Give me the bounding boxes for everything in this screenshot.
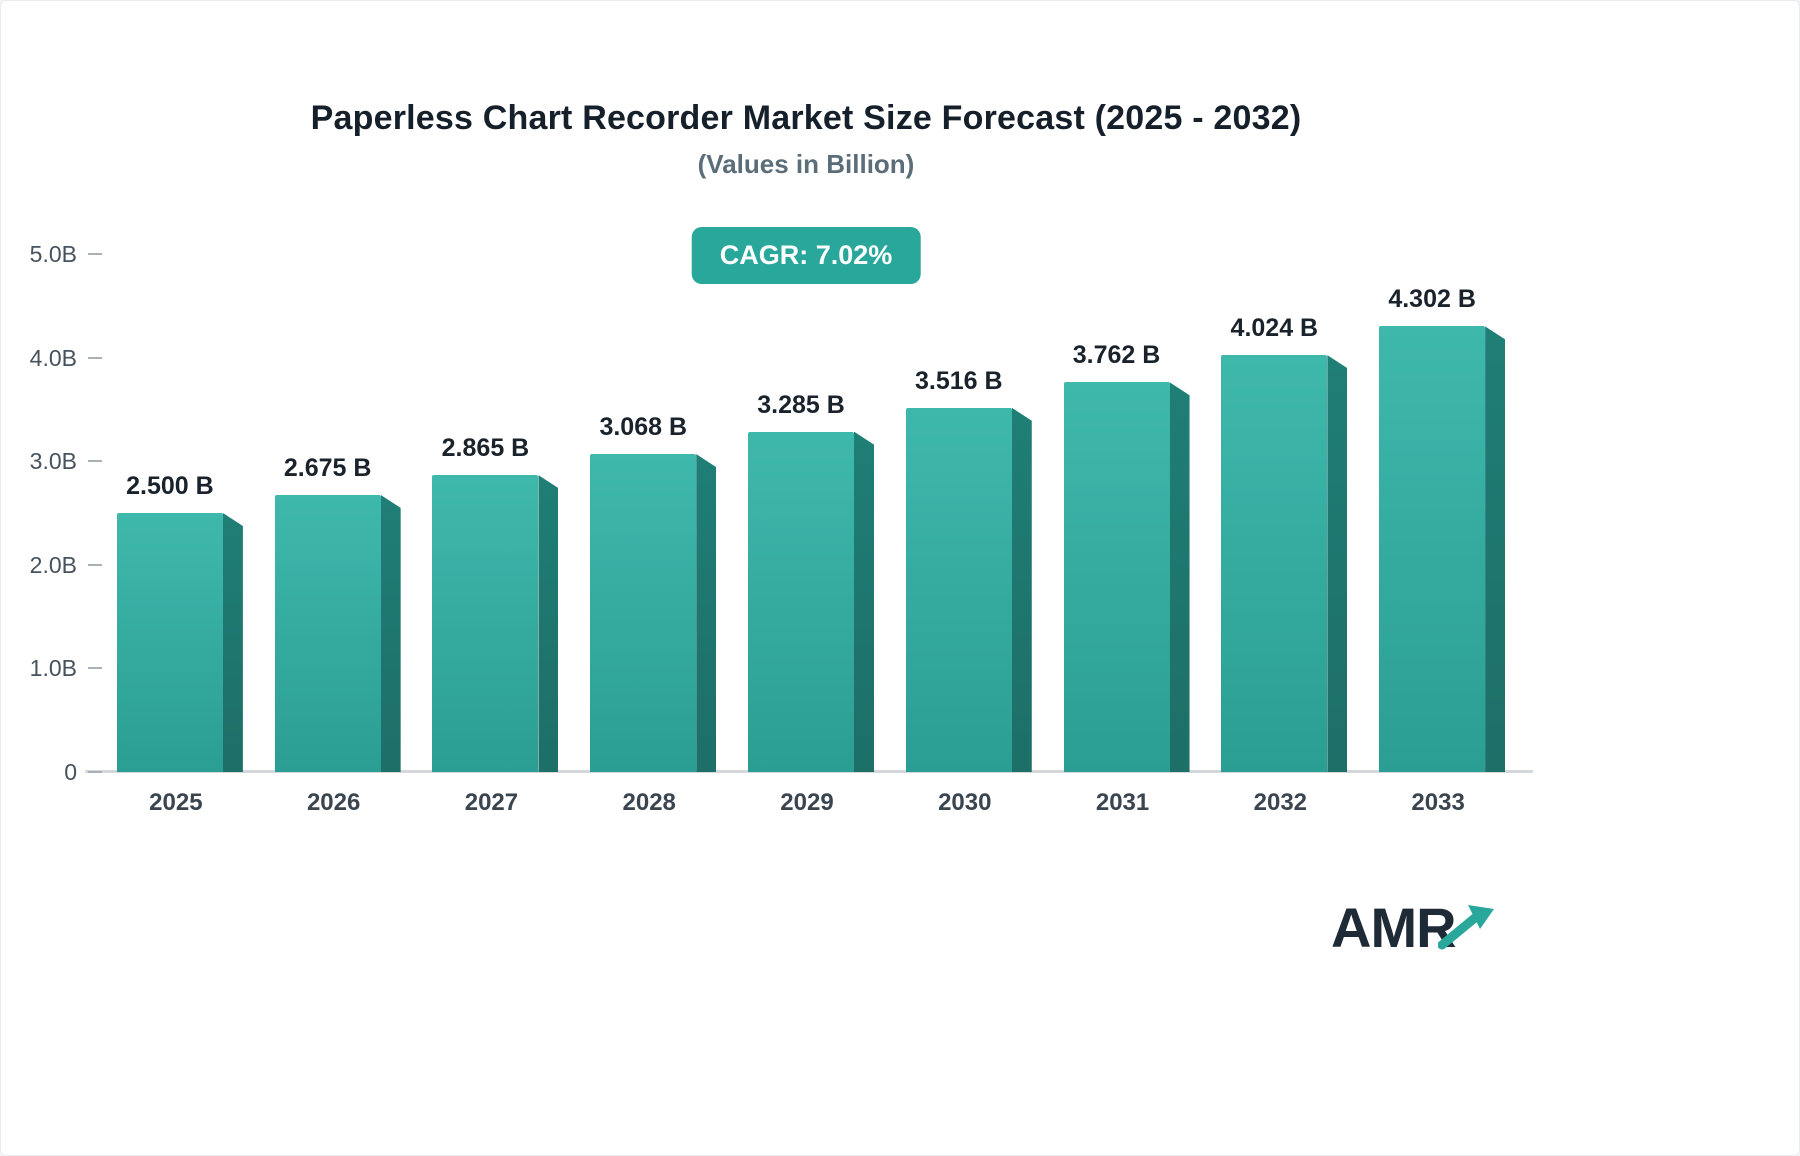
y-axis-tick-mark (88, 667, 102, 670)
bar-side-face (380, 494, 401, 772)
y-axis-tick-mark (88, 771, 102, 773)
bar-side-face (1485, 326, 1506, 772)
bar (1379, 326, 1486, 772)
y-axis-tick-mark (88, 460, 102, 463)
bar-side-face (1011, 407, 1032, 772)
bar-value-label: 2.865 B (441, 434, 530, 463)
bar-side-face (1327, 355, 1348, 772)
bar (116, 513, 223, 772)
bar-value-label: 3.762 B (1072, 341, 1161, 370)
y-axis-tick-label: 1.0B (29, 655, 77, 682)
y-axis-tick-mark (88, 356, 102, 359)
chart-subtitle: (Values in Billion) (697, 149, 915, 179)
bar (274, 494, 381, 772)
bar-side-face (222, 513, 243, 772)
x-axis-label: 2025 (149, 789, 203, 816)
chart-title: Paperless Chart Recorder Market Size For… (310, 99, 1302, 137)
y-axis-tick-label: 0 (64, 759, 77, 785)
bar (432, 475, 539, 772)
x-axis-label: 2027 (464, 789, 519, 816)
cagr-badge: CAGR: 7.02% (691, 227, 921, 284)
amr-logo-text: AMR (1331, 896, 1457, 959)
bar-value-label: 2.500 B (126, 472, 214, 500)
bar-value-label: 2.675 B (283, 453, 372, 482)
bar-side-face (1169, 382, 1190, 772)
y-axis-tick-label: 3.0B (29, 448, 77, 475)
y-axis-tick-label: 5.0B (29, 241, 77, 267)
bar-side-face (538, 475, 559, 772)
bar-value-label: 3.285 B (757, 390, 845, 419)
bar-value-label: 3.068 B (599, 413, 687, 442)
y-axis-tick-mark (88, 563, 102, 566)
amr-logo: AMR (1331, 895, 1496, 960)
bar (748, 431, 854, 772)
x-axis-label: 2029 (780, 789, 834, 816)
bar-value-label: 4.302 B (1388, 285, 1476, 314)
bar (905, 407, 1012, 772)
bar (590, 454, 697, 772)
y-axis-tick-label: 4.0B (29, 344, 77, 371)
x-axis-label: 2028 (622, 789, 676, 816)
logo-arrow-icon (1437, 904, 1494, 949)
x-axis-label: 2032 (1253, 789, 1308, 816)
y-axis-tick-mark (88, 253, 102, 255)
x-axis-label: 2033 (1411, 789, 1465, 816)
bar (1063, 382, 1170, 772)
bar-value-label: 4.024 B (1230, 314, 1319, 343)
bar-side-face (854, 431, 874, 772)
x-axis-label: 2030 (938, 789, 992, 816)
y-axis-tick-label: 2.0B (29, 551, 77, 578)
bar-side-face (696, 454, 717, 772)
bar (1221, 355, 1328, 772)
x-axis-label: 2026 (306, 789, 361, 816)
x-axis-label: 2031 (1095, 789, 1150, 816)
bar-value-label: 3.516 B (914, 366, 1003, 395)
